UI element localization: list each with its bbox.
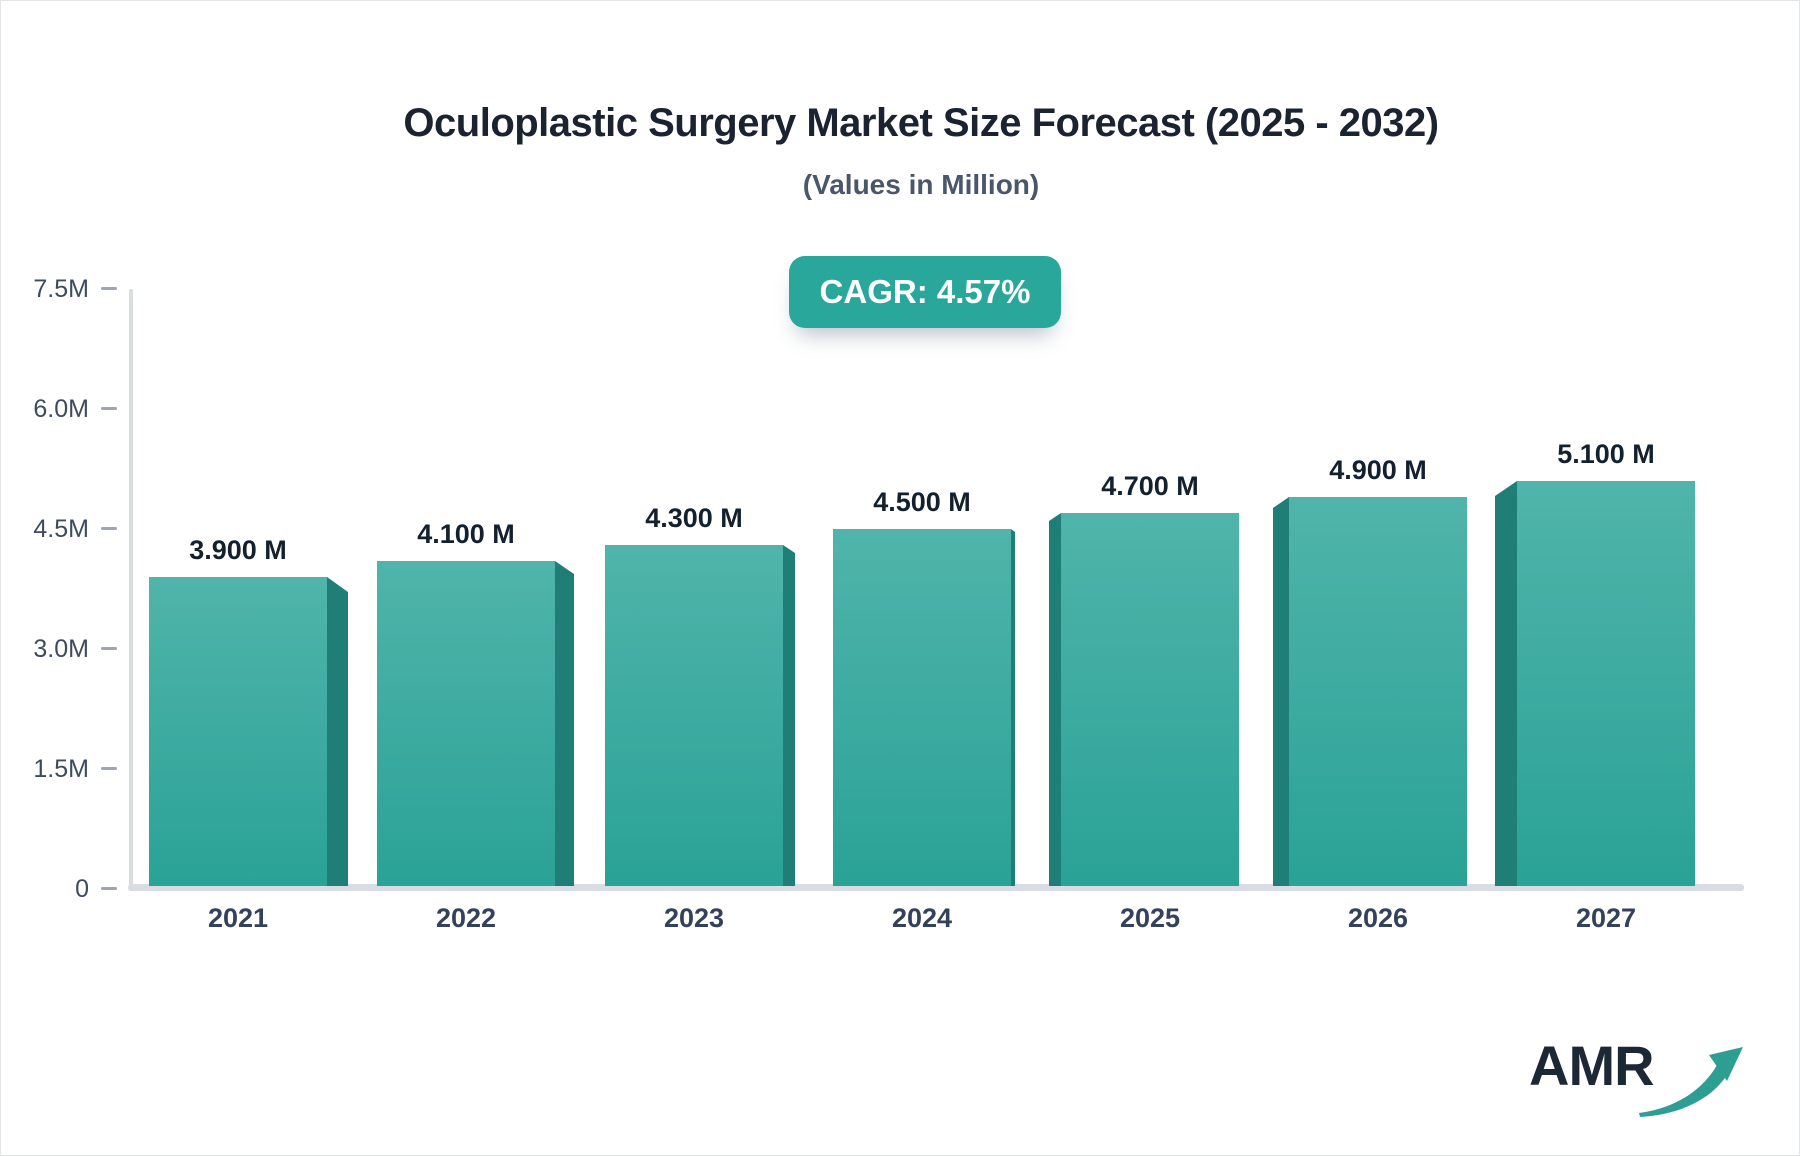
- bar: [1061, 513, 1239, 886]
- amr-logo-text: AMR: [1529, 1034, 1655, 1097]
- bar-side-face: [327, 577, 348, 886]
- x-axis-label: 2024: [891, 903, 953, 933]
- bar: [605, 545, 783, 886]
- bar-value-label: 4.500 M: [873, 487, 971, 517]
- bar-side-face: [555, 561, 574, 886]
- y-axis-tick: [101, 527, 117, 530]
- x-axis-label: 2025: [1119, 903, 1181, 933]
- growth-arrow-icon: [1639, 1047, 1743, 1117]
- bar: [377, 561, 555, 886]
- amr-logo: AMR: [1529, 1033, 1749, 1133]
- bar: [149, 577, 327, 886]
- bar: [1289, 497, 1467, 886]
- bar-side-face: [1049, 513, 1061, 886]
- y-axis-label: 6.0M: [33, 395, 89, 423]
- bar-value-label: 5.100 M: [1557, 439, 1655, 469]
- y-axis-tick: [101, 647, 117, 650]
- y-axis-tick: [101, 887, 117, 890]
- x-axis-label: 2023: [663, 903, 725, 933]
- cagr-badge: CAGR: 4.57%: [789, 256, 1061, 328]
- bar: [1517, 481, 1695, 886]
- x-axis-label: 2027: [1575, 903, 1637, 933]
- bar-value-label: 4.900 M: [1329, 455, 1427, 485]
- bar-side-face: [783, 545, 795, 886]
- y-axis-label: 7.5M: [33, 275, 89, 303]
- y-axis-label: 3.0M: [33, 635, 89, 663]
- bar-value-label: 3.900 M: [189, 535, 287, 565]
- chart-subtitle: (Values in Million): [802, 169, 1040, 200]
- y-axis-tick: [101, 287, 117, 290]
- bar: [833, 529, 1011, 886]
- x-axis-label: 2021: [207, 903, 269, 933]
- chart-title: Oculoplastic Surgery Market Size Forecas…: [403, 101, 1439, 145]
- y-axis-label: 0: [75, 875, 89, 903]
- bar-side-face: [1495, 481, 1517, 886]
- y-axis-tick: [101, 767, 117, 770]
- y-axis-label: 1.5M: [33, 755, 89, 783]
- bar-side-face: [1011, 529, 1015, 886]
- bar-side-face: [1273, 497, 1289, 886]
- x-axis-baseline: [128, 884, 1744, 891]
- bar-value-label: 4.100 M: [417, 519, 515, 549]
- bar-value-label: 4.700 M: [1101, 471, 1199, 501]
- y-axis-line: [129, 289, 133, 887]
- y-axis-label: 4.5M: [33, 515, 89, 543]
- x-axis-label: 2022: [435, 903, 497, 933]
- bar-value-label: 4.300 M: [645, 503, 743, 533]
- y-axis-tick: [101, 407, 117, 410]
- x-axis-label: 2026: [1347, 903, 1409, 933]
